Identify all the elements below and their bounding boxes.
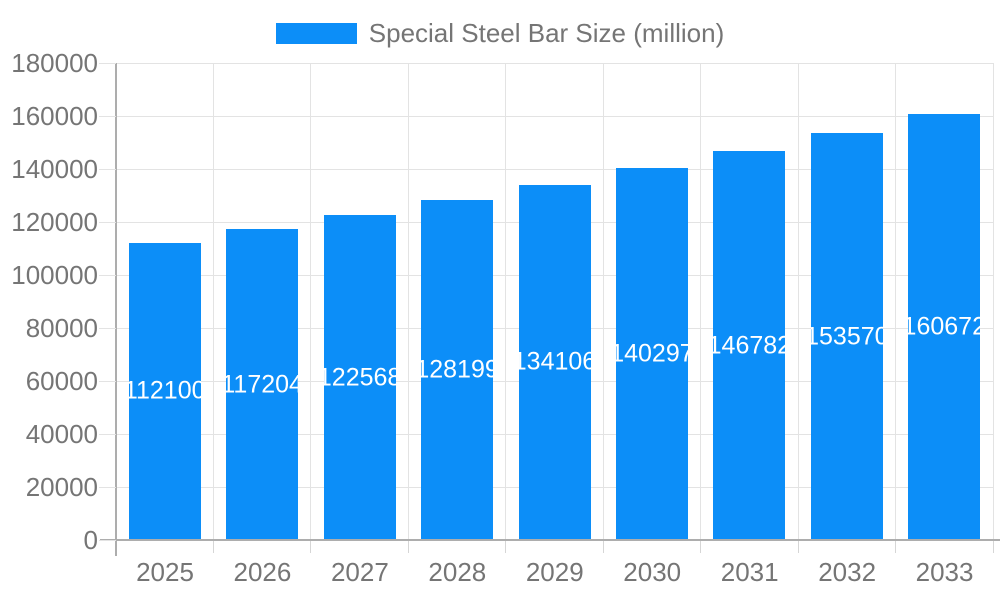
v-gridline (505, 63, 507, 540)
y-tick-label: 80000 (25, 313, 98, 343)
y-tick-label: 180000 (11, 48, 98, 78)
y-tick (99, 327, 116, 329)
plot-area: 112100 117204 122568 128199 134106 140297 1467… (116, 62, 994, 540)
y-tick (99, 539, 116, 541)
y-gridline (116, 62, 993, 64)
y-tick-label: 140000 (11, 154, 98, 184)
bar[interactable]: 112100 (128, 242, 201, 540)
bar[interactable]: 122568 (323, 215, 396, 540)
y-tick (99, 433, 116, 435)
y-tick-label: 40000 (25, 419, 98, 449)
x-tick (212, 541, 214, 553)
bar-value-label: 153570 (810, 322, 883, 350)
y-tick-label: 120000 (11, 207, 98, 237)
bar[interactable]: 134106 (518, 184, 591, 540)
bar[interactable]: 128199 (421, 200, 494, 540)
v-gridline (310, 63, 312, 540)
y-tick-label: 20000 (25, 472, 98, 502)
bar[interactable]: 140297 (615, 168, 688, 540)
y-tick (99, 168, 116, 170)
x-tick (992, 541, 994, 553)
bar-value-label: 128199 (421, 355, 494, 384)
y-tick (99, 380, 116, 382)
x-tick-label: 2031 (720, 557, 779, 587)
y-gridline (116, 115, 993, 117)
y-tick (99, 274, 116, 276)
x-tick-label: 2026 (233, 557, 292, 587)
y-tick (99, 486, 116, 488)
y-tick-label: 60000 (25, 366, 98, 396)
x-tick (602, 541, 604, 553)
y-gridline (116, 168, 993, 170)
legend-swatch[interactable] (275, 22, 357, 44)
y-tick (99, 115, 116, 117)
bar[interactable]: 146782 (713, 151, 786, 540)
v-gridline (895, 63, 897, 540)
v-gridline (700, 63, 702, 540)
y-axis-line (115, 63, 117, 556)
bar-value-label: 122568 (323, 363, 396, 392)
x-axis-line (100, 539, 1000, 541)
x-tick-label: 2030 (623, 557, 682, 587)
x-tick-label: 2027 (330, 557, 389, 587)
x-tick-label: 2028 (428, 557, 487, 587)
x-tick (797, 541, 799, 553)
v-gridline (407, 63, 409, 540)
x-tick (505, 541, 507, 553)
y-tick-label: 160000 (11, 101, 98, 131)
bar-value-label: 112100 (128, 376, 201, 405)
x-tick-label: 2033 (915, 557, 974, 587)
v-gridline (212, 63, 214, 540)
legend[interactable]: Special Steel Bar Size (million) (0, 17, 1000, 48)
x-tick (895, 541, 897, 553)
bar-value-label: 117204 (226, 370, 299, 399)
x-tick-label: 2025 (136, 557, 194, 587)
x-tick-label: 2032 (818, 557, 877, 587)
y-tick-label: 0 (83, 525, 98, 555)
y-tick (99, 62, 116, 64)
v-gridline (992, 63, 994, 540)
v-gridline (602, 63, 604, 540)
bar[interactable]: 160672 (908, 114, 981, 540)
y-tick (99, 221, 116, 223)
bar-value-label: 140297 (615, 339, 688, 368)
y-tick-label: 100000 (11, 260, 98, 290)
bar-value-label: 146782 (713, 331, 786, 359)
bar[interactable]: 153570 (810, 133, 883, 540)
v-gridline (797, 63, 799, 540)
x-tick (407, 541, 409, 553)
bar-value-label: 134106 (518, 347, 591, 376)
legend-label: Special Steel Bar Size (million) (368, 17, 725, 48)
bar[interactable]: 117204 (226, 229, 299, 540)
x-tick-label: 2029 (525, 557, 584, 587)
x-tick (700, 541, 702, 553)
bar-value-label: 160672 (908, 312, 981, 341)
x-tick (310, 541, 312, 553)
